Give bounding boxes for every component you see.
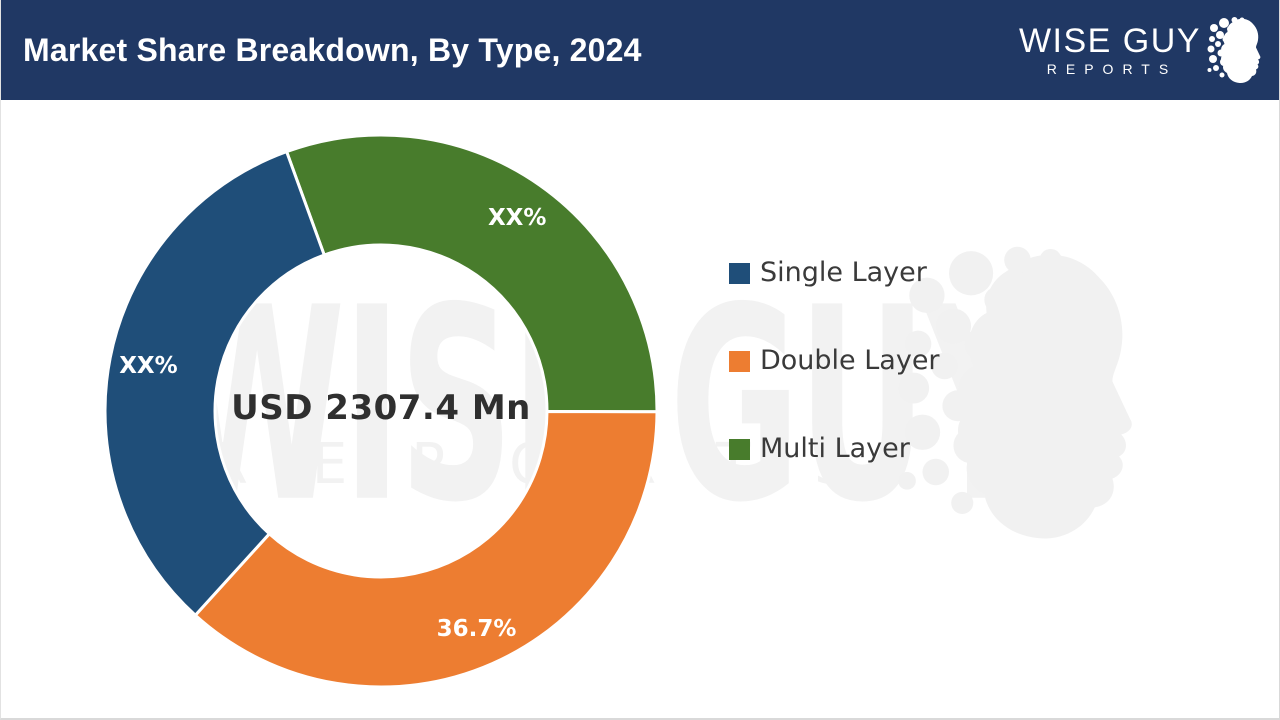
legend-swatch <box>729 438 750 460</box>
header-bar: Market Share Breakdown, By Type, 2024 WI… <box>1 0 1280 100</box>
legend-swatch <box>729 262 750 284</box>
legend-item-single-layer: Single Layer <box>729 257 940 289</box>
legend-item-double-layer: Double Layer <box>729 345 940 377</box>
legend-item-multi-layer: Multi Layer <box>729 433 940 465</box>
chart-legend: Single Layer Double Layer Multi Layer <box>729 257 940 521</box>
legend-label: Double Layer <box>760 345 940 377</box>
brand-logo: WISE GUY REPORTS <box>1019 10 1280 90</box>
brand-name: WISE GUY <box>1018 22 1201 60</box>
brand-face-icon <box>1207 10 1267 90</box>
brand-subtitle: REPORTS <box>1046 61 1178 77</box>
legend-label: Multi Layer <box>760 433 910 465</box>
page-title: Market Share Breakdown, By Type, 2024 <box>23 31 642 68</box>
legend-swatch <box>729 350 750 372</box>
slice-label-multi-layer: XX% <box>488 205 547 231</box>
legend-label: Single Layer <box>760 257 927 289</box>
donut-center-value: USD 2307.4 Mn <box>231 388 531 428</box>
slice-label-double-layer: 36.7% <box>437 616 517 642</box>
